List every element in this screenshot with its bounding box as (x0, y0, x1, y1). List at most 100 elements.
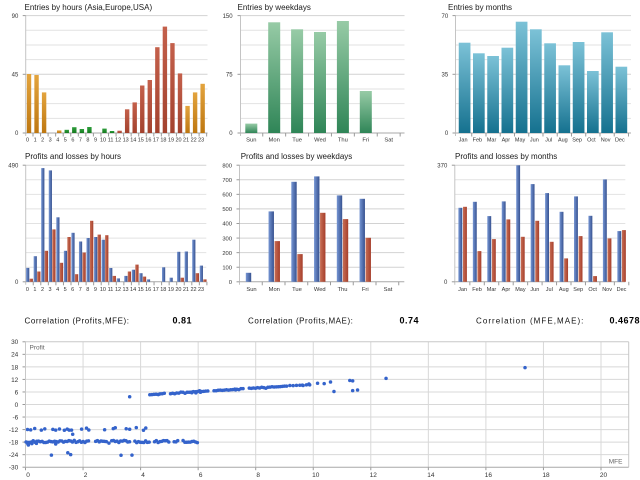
svg-text:30: 30 (11, 339, 19, 346)
svg-text:17: 17 (153, 137, 159, 143)
svg-text:9: 9 (94, 287, 97, 293)
svg-text:4: 4 (56, 137, 59, 143)
svg-text:10: 10 (100, 137, 106, 143)
svg-text:45: 45 (12, 73, 19, 79)
svg-text:Sun: Sun (246, 137, 256, 143)
svg-text:3: 3 (49, 137, 52, 143)
svg-text:0: 0 (26, 472, 30, 479)
svg-text:Nov: Nov (601, 137, 611, 143)
svg-text:Mon: Mon (269, 287, 280, 293)
svg-text:14: 14 (427, 472, 435, 479)
svg-text:0.74: 0.74 (400, 316, 420, 326)
svg-text:Sat: Sat (384, 137, 393, 143)
svg-text:600: 600 (222, 193, 232, 199)
svg-text:Profit: Profit (30, 345, 45, 352)
svg-text:Jul: Jul (545, 137, 552, 143)
svg-text:Sat: Sat (384, 287, 393, 293)
svg-text:2: 2 (41, 137, 44, 143)
svg-text:-24: -24 (9, 452, 19, 459)
svg-text:700: 700 (222, 178, 232, 184)
svg-text:Correlation (Profits,MFE):: Correlation (Profits,MFE): (25, 317, 130, 326)
svg-text:Mon: Mon (269, 137, 280, 143)
svg-text:70: 70 (442, 14, 449, 20)
svg-text:5: 5 (64, 287, 67, 293)
svg-text:490: 490 (8, 163, 19, 169)
svg-text:Aug: Aug (559, 287, 569, 293)
svg-text:4: 4 (141, 472, 145, 479)
svg-text:90: 90 (12, 14, 19, 20)
svg-text:Entries by weekdays: Entries by weekdays (238, 3, 311, 12)
svg-text:Apr: Apr (502, 137, 511, 143)
svg-text:9: 9 (94, 137, 97, 143)
svg-text:16: 16 (485, 472, 493, 479)
svg-text:Oct: Oct (587, 137, 596, 143)
svg-text:Profits and losses by months: Profits and losses by months (455, 152, 557, 161)
svg-text:Nov: Nov (602, 287, 612, 293)
svg-text:300: 300 (222, 236, 232, 242)
svg-text:0: 0 (444, 280, 448, 286)
svg-text:6: 6 (199, 472, 203, 479)
svg-text:Jul: Jul (546, 287, 553, 293)
svg-text:8: 8 (256, 472, 260, 479)
svg-text:14: 14 (130, 287, 136, 293)
svg-text:6: 6 (15, 389, 19, 396)
svg-text:Fri: Fri (362, 137, 369, 143)
svg-text:Jun: Jun (530, 137, 539, 143)
svg-text:12: 12 (115, 287, 121, 293)
svg-text:20: 20 (175, 287, 181, 293)
svg-text:Feb: Feb (473, 137, 482, 143)
svg-text:11: 11 (108, 137, 114, 143)
svg-text:Tue: Tue (292, 137, 302, 143)
svg-text:1: 1 (33, 287, 36, 293)
svg-text:Thu: Thu (338, 287, 348, 293)
svg-text:MFE: MFE (609, 459, 623, 466)
svg-text:0: 0 (15, 402, 19, 409)
svg-text:0: 0 (26, 287, 29, 293)
svg-text:0.4678: 0.4678 (610, 316, 640, 326)
svg-text:Dec: Dec (615, 137, 625, 143)
svg-text:13: 13 (123, 137, 129, 143)
svg-text:Fri: Fri (362, 287, 369, 293)
svg-text:150: 150 (223, 14, 234, 20)
svg-text:Mar: Mar (487, 287, 497, 293)
svg-text:May: May (515, 137, 526, 143)
svg-text:Jan: Jan (459, 137, 468, 143)
svg-text:0.81: 0.81 (173, 316, 193, 326)
svg-text:22: 22 (190, 287, 196, 293)
svg-text:Sun: Sun (246, 287, 256, 293)
svg-text:18: 18 (160, 287, 166, 293)
svg-text:17: 17 (153, 287, 159, 293)
svg-text:15: 15 (138, 137, 144, 143)
svg-text:Mar: Mar (487, 137, 497, 143)
svg-text:200: 200 (222, 251, 232, 257)
svg-text:8: 8 (86, 287, 89, 293)
svg-text:20: 20 (175, 137, 181, 143)
svg-text:Apr: Apr (502, 287, 511, 293)
svg-text:15: 15 (138, 287, 144, 293)
svg-text:12: 12 (115, 137, 121, 143)
svg-text:18: 18 (542, 472, 550, 479)
svg-text:Jun: Jun (530, 287, 539, 293)
svg-text:1: 1 (34, 137, 37, 143)
svg-text:14: 14 (130, 137, 136, 143)
svg-text:23: 23 (198, 287, 204, 293)
svg-text:75: 75 (226, 73, 233, 79)
svg-text:2: 2 (84, 472, 88, 479)
svg-text:0: 0 (15, 131, 19, 137)
svg-text:18: 18 (11, 364, 19, 371)
svg-text:20: 20 (600, 472, 608, 479)
svg-text:Feb: Feb (472, 287, 481, 293)
svg-text:24: 24 (11, 352, 19, 359)
svg-text:Aug: Aug (558, 137, 568, 143)
svg-text:4: 4 (56, 287, 59, 293)
svg-text:Entries by months: Entries by months (448, 3, 512, 12)
svg-text:16: 16 (145, 137, 151, 143)
svg-text:19: 19 (168, 287, 174, 293)
svg-text:Sep: Sep (573, 287, 583, 293)
svg-text:21: 21 (183, 137, 189, 143)
svg-text:-18: -18 (9, 440, 19, 447)
svg-text:10: 10 (312, 472, 320, 479)
svg-text:0: 0 (26, 137, 29, 143)
svg-text:500: 500 (222, 207, 232, 213)
svg-text:5: 5 (64, 137, 67, 143)
